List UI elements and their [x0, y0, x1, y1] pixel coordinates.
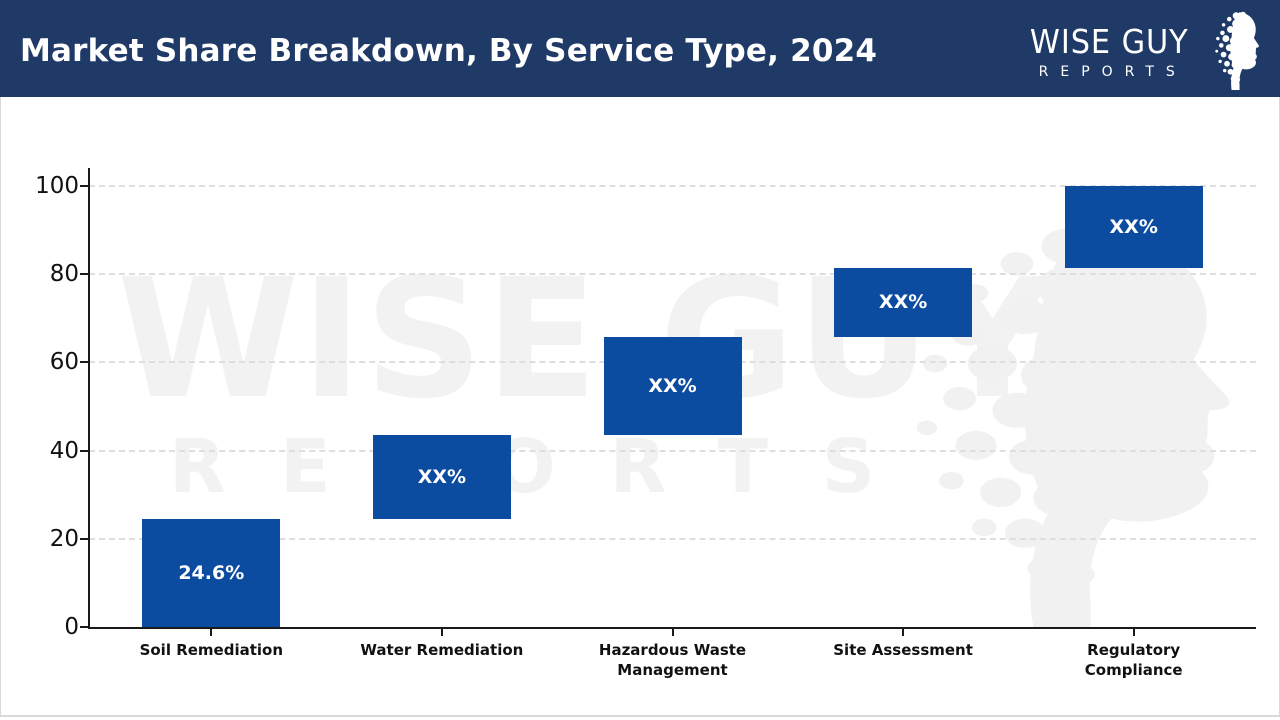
- y-axis-tick-label: 80: [49, 261, 79, 288]
- gridline-40: [89, 449, 1256, 452]
- x-axis-tick-mark: [210, 629, 213, 636]
- y-axis-tick-label: 20: [49, 525, 79, 552]
- y-axis-tick-mark: [80, 449, 88, 452]
- bar-value-label: XX%: [648, 374, 697, 397]
- waterfall-bar-5: XX%: [1064, 186, 1203, 269]
- brand-name-text: WISE GUY: [1030, 22, 1190, 61]
- y-axis-line: [88, 168, 90, 629]
- bar-value-label: XX%: [878, 291, 928, 314]
- y-axis-tick-mark: [80, 185, 88, 187]
- x-axis-tick-mark: [671, 629, 674, 636]
- brand-wordmark: WISE GUY REPORTS: [1023, 22, 1196, 80]
- watermark-text-line2: REPORTS: [169, 424, 930, 510]
- y-axis-tick-label: 40: [49, 437, 79, 464]
- gridline-100: [89, 185, 1256, 187]
- y-axis-tick-mark: [80, 361, 88, 364]
- x-axis-category-label: Regulatory Compliance: [1084, 641, 1183, 679]
- gridline-80: [89, 273, 1256, 276]
- waterfall-bar-4: XX%: [834, 268, 973, 337]
- header-bar: Market Share Breakdown, By Service Type,…: [0, 0, 1280, 97]
- x-axis-category-label: Soil Remediation: [139, 641, 284, 659]
- bar-value-label: XX%: [417, 465, 467, 488]
- brand-logo: WISE GUY REPORTS: [1018, 6, 1268, 92]
- bar-value-label: 24.6%: [178, 561, 245, 584]
- waterfall-bar-3: XX%: [603, 336, 742, 436]
- y-axis-tick-label: 60: [49, 349, 79, 376]
- y-axis-tick-label: 0: [64, 614, 79, 640]
- y-axis-tick-mark: [80, 273, 88, 276]
- brand-subtitle-text: REPORTS: [1038, 64, 1187, 80]
- waterfall-bar-1: 24.6%: [142, 518, 281, 627]
- x-axis-line: [89, 626, 1256, 629]
- x-axis-tick-mark: [440, 629, 443, 636]
- chart-title: Market Share Breakdown, By Service Type,…: [20, 33, 878, 69]
- x-axis-category-label: Site Assessment: [833, 641, 973, 659]
- brand-face-icon: [1215, 11, 1259, 90]
- y-axis-tick-mark: [80, 537, 88, 540]
- y-axis-tick-label: 100: [35, 173, 79, 199]
- waterfall-bar-2: XX%: [372, 435, 511, 519]
- y-axis-tick-mark: [80, 626, 88, 628]
- x-axis-category-label: Water Remediation: [360, 641, 524, 659]
- gridline-20: [89, 537, 1256, 540]
- x-axis-category-label: Hazardous Waste Management: [598, 641, 747, 679]
- x-axis-tick-mark: [1132, 629, 1135, 636]
- bar-value-label: XX%: [1109, 216, 1158, 238]
- x-axis-tick-mark: [902, 629, 905, 636]
- chart-canvas: WISE GUY REPORTS 0 20 40 60 80 100 24.6% Soil R…: [0, 97, 1280, 717]
